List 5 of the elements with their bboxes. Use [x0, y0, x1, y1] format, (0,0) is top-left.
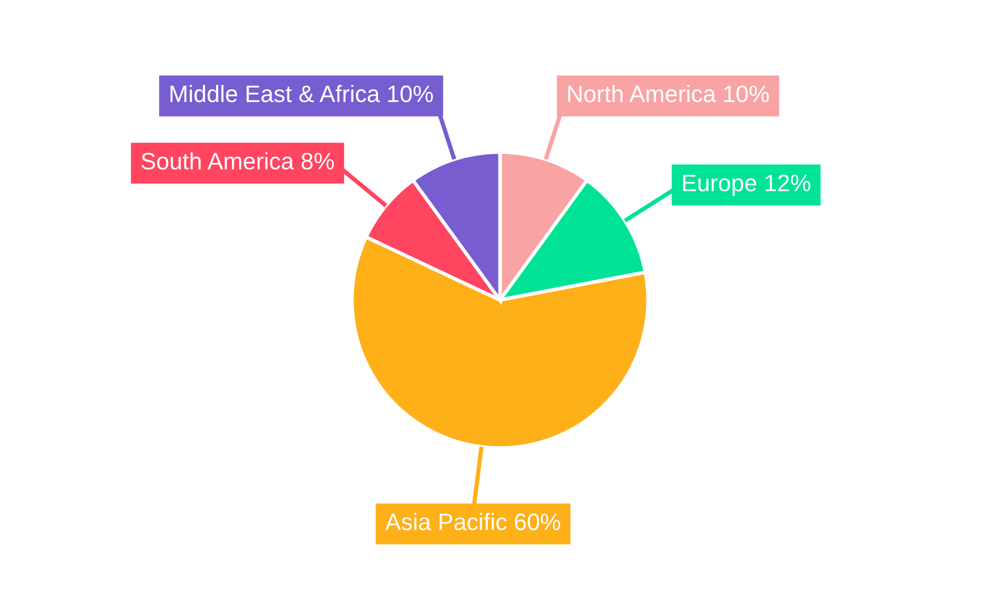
slice-label: Europe 12% — [683, 174, 810, 196]
slice-label: North America 10% — [568, 84, 769, 102]
slice-label: South America 8% — [141, 152, 334, 170]
slice-label: Asia Pacific 60% — [385, 512, 560, 530]
slice-label: Middle East & Africa 10% — [170, 84, 433, 102]
